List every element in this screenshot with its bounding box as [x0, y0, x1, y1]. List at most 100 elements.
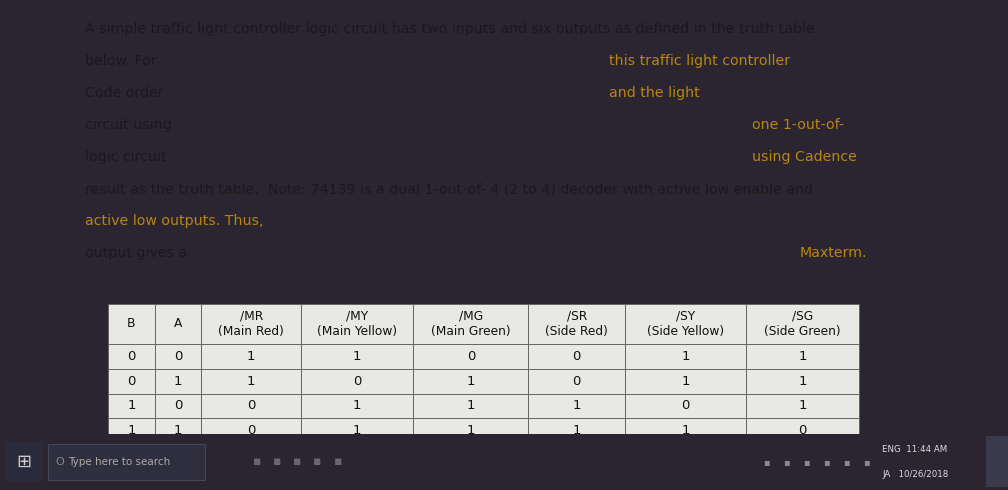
Bar [301, 344, 413, 369]
Bar [155, 369, 202, 393]
Text: A simple traffic light controller logic circuit has two inputs and six outputs a: A simple traffic light controller logic … [85, 22, 814, 36]
Bar [625, 393, 746, 418]
Bar [625, 418, 746, 443]
Text: 1: 1 [353, 424, 362, 437]
Bar [301, 304, 413, 344]
Text: output gives a: output gives a [85, 246, 192, 260]
Bar [202, 393, 301, 418]
Text: O: O [55, 457, 65, 467]
Text: Type here to search: Type here to search [69, 457, 170, 467]
Text: 0: 0 [247, 424, 255, 437]
Text: ▪: ▪ [864, 457, 870, 467]
Text: 0: 0 [573, 375, 581, 388]
Text: 1: 1 [247, 375, 255, 388]
Text: ▪: ▪ [334, 455, 342, 468]
Text: 0: 0 [573, 350, 581, 363]
Bar [986, 437, 1008, 487]
Bar [5, 442, 43, 482]
Bar [625, 344, 746, 369]
Text: 1: 1 [127, 424, 136, 437]
Bar [413, 418, 528, 443]
Text: ▪: ▪ [293, 455, 301, 468]
Text: 0: 0 [798, 424, 806, 437]
Text: active low outputs. Thus,: active low outputs. Thus, [85, 214, 263, 228]
Bar [155, 393, 202, 418]
Text: ENG  11:44 AM: ENG 11:44 AM [882, 445, 948, 454]
Text: 1: 1 [247, 350, 255, 363]
Bar [746, 304, 859, 344]
Text: 1: 1 [173, 424, 182, 437]
Text: below. For: below. For [85, 54, 161, 68]
Text: 0: 0 [681, 399, 689, 413]
Text: ▪: ▪ [803, 457, 809, 467]
Text: 0: 0 [467, 350, 475, 363]
Text: 1: 1 [467, 399, 475, 413]
Bar [202, 369, 301, 393]
Text: 1: 1 [798, 350, 806, 363]
Text: /MY
(Main Yellow): /MY (Main Yellow) [318, 310, 397, 338]
Text: 1: 1 [573, 399, 581, 413]
Text: A: A [174, 318, 182, 330]
Bar [625, 369, 746, 393]
Bar [155, 304, 202, 344]
Text: 1: 1 [798, 375, 806, 388]
Text: logic circuit: logic circuit [85, 150, 170, 164]
Text: 0: 0 [127, 350, 136, 363]
Text: 0: 0 [174, 350, 182, 363]
Bar [528, 393, 625, 418]
Bar [202, 418, 301, 443]
Text: one 1-out-of-: one 1-out-of- [752, 118, 844, 132]
Text: 1: 1 [681, 375, 690, 388]
Text: 0: 0 [353, 375, 361, 388]
Text: JA   10/26/2018: JA 10/26/2018 [882, 470, 949, 479]
Text: 1: 1 [467, 424, 475, 437]
Text: B: B [127, 318, 136, 330]
Text: Maxterm.: Maxterm. [799, 246, 867, 260]
Bar [528, 304, 625, 344]
Text: result as the truth table.  Note: 74139 is a dual 1-out-of- 4 (2 to 4) decoder w: result as the truth table. Note: 74139 i… [85, 182, 812, 196]
Bar [155, 344, 202, 369]
Bar [746, 393, 859, 418]
Text: 0: 0 [174, 399, 182, 413]
Bar [301, 369, 413, 393]
Text: 1: 1 [127, 399, 136, 413]
Bar [108, 393, 155, 418]
Text: ▪: ▪ [313, 455, 322, 468]
Text: ▪: ▪ [253, 455, 261, 468]
Bar [108, 369, 155, 393]
Text: /MG
(Main Green): /MG (Main Green) [431, 310, 511, 338]
Bar [528, 369, 625, 393]
Bar [528, 418, 625, 443]
Text: and the light: and the light [609, 86, 700, 100]
Text: 0: 0 [127, 375, 136, 388]
Bar [202, 304, 301, 344]
Text: 1: 1 [798, 399, 806, 413]
Text: 1: 1 [681, 350, 690, 363]
Text: ⊞: ⊞ [16, 453, 32, 471]
Bar [528, 344, 625, 369]
Text: circuit using: circuit using [85, 118, 176, 132]
Text: 1: 1 [173, 375, 182, 388]
Text: /MR
(Main Red): /MR (Main Red) [219, 310, 284, 338]
Text: 1: 1 [681, 424, 690, 437]
Bar [625, 304, 746, 344]
Text: this traffic light controller: this traffic light controller [609, 54, 790, 68]
Text: using Cadence: using Cadence [752, 150, 857, 164]
Bar [202, 344, 301, 369]
Text: 1: 1 [353, 399, 362, 413]
Bar [108, 344, 155, 369]
Text: /SR
(Side Red): /SR (Side Red) [545, 310, 608, 338]
Text: 1: 1 [573, 424, 581, 437]
Text: 1: 1 [467, 375, 475, 388]
Bar [746, 418, 859, 443]
Text: ▪: ▪ [763, 457, 769, 467]
Text: ▪: ▪ [273, 455, 281, 468]
Text: 0: 0 [247, 399, 255, 413]
Bar [155, 418, 202, 443]
Text: ▪: ▪ [783, 457, 789, 467]
Text: ▪: ▪ [844, 457, 850, 467]
Bar [413, 304, 528, 344]
Text: Code order: Code order [85, 86, 167, 100]
Bar [413, 344, 528, 369]
Bar [746, 369, 859, 393]
